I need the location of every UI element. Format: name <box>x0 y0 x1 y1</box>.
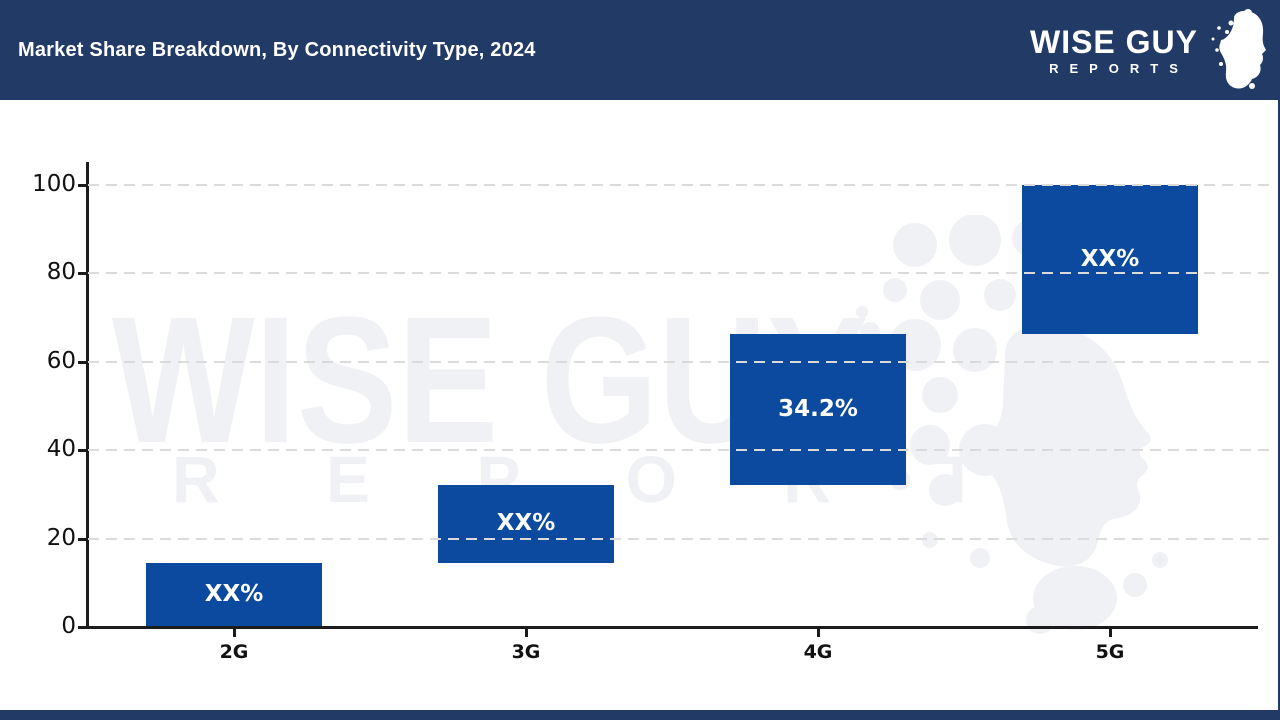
header-band: Market Share Breakdown, By Connectivity … <box>0 0 1280 100</box>
right-edge-band <box>1278 0 1280 720</box>
gridline-100 <box>88 184 1270 186</box>
x-tick-label-2g: 2G <box>219 641 249 663</box>
bar-value-label-3g: XX% <box>496 510 556 536</box>
y-tick-label-40: 40 <box>46 436 76 462</box>
x-tick-5g <box>1109 628 1112 637</box>
gridline-20 <box>88 538 1270 540</box>
y-tick-40 <box>78 449 86 452</box>
brand-logo-text: WISE GUY REPORTS <box>1030 26 1198 75</box>
bar-value-label-4g: 34.2% <box>778 395 858 422</box>
y-tick-20 <box>78 538 86 541</box>
x-tick-label-5g: 5G <box>1095 641 1125 663</box>
gridline-60 <box>88 361 1270 363</box>
y-tick-label-60: 60 <box>46 348 76 374</box>
x-tick-label-4g: 4G <box>803 641 833 663</box>
y-tick-label-80: 80 <box>46 259 76 285</box>
x-tick-2g <box>233 628 236 637</box>
brand-logo: WISE GUY REPORTS <box>1030 8 1266 92</box>
bar-4g <box>730 334 906 485</box>
y-tick-label-0: 0 <box>61 613 76 639</box>
page-title: Market Share Breakdown, By Connectivity … <box>18 38 536 61</box>
footer-band <box>0 710 1280 720</box>
bar-value-label-2g: XX% <box>204 581 264 607</box>
brand-logo-name: WISE GUY <box>1029 23 1198 60</box>
gridline-80 <box>88 272 1270 274</box>
x-tick-label-3g: 3G <box>511 641 541 663</box>
y-tick-label-20: 20 <box>46 525 76 551</box>
brand-face-icon <box>1211 9 1266 89</box>
gridline-40 <box>88 449 1270 451</box>
bar-5g <box>1022 185 1198 334</box>
x-tick-3g <box>525 628 528 637</box>
y-tick-80 <box>78 272 86 275</box>
y-tick-60 <box>78 361 86 364</box>
bar-2g <box>146 563 322 627</box>
y-tick-0 <box>78 626 86 629</box>
x-tick-4g <box>817 628 820 637</box>
y-tick-100 <box>78 184 86 187</box>
bar-value-label-5g: XX% <box>1080 245 1140 272</box>
bar-3g <box>438 485 614 563</box>
brand-logo-subtitle: REPORTS <box>1049 60 1189 76</box>
y-tick-label-100: 100 <box>32 171 76 197</box>
y-axis-line <box>86 162 89 628</box>
x-axis-line <box>86 626 1258 629</box>
